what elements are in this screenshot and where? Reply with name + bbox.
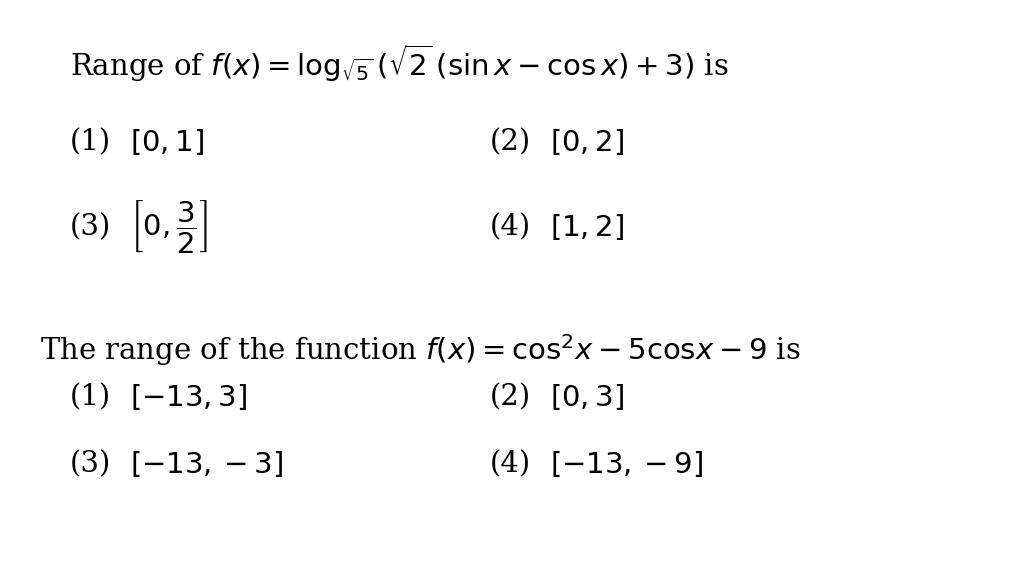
Text: The range of the function $f(x) = \cos^2\!x - 5\mathrm{cos}x - 9$ is: The range of the function $f(x) = \cos^2… [40, 332, 801, 368]
Text: (4): (4) [490, 213, 531, 241]
Text: Range of $f(x) = \log_{\sqrt{5}} (\sqrt{2}\,(\sin x - \cos x) + 3)$ is: Range of $f(x) = \log_{\sqrt{5}} (\sqrt{… [70, 42, 728, 84]
Text: $[1, 2]$: $[1, 2]$ [550, 212, 625, 242]
Text: (1): (1) [70, 383, 112, 411]
Text: (4): (4) [490, 450, 531, 478]
Text: $\left[0,\dfrac{3}{2}\right]$: $\left[0,\dfrac{3}{2}\right]$ [130, 198, 208, 255]
Text: (3): (3) [70, 450, 112, 478]
Text: (2): (2) [490, 128, 531, 156]
Text: $[-13, -3]$: $[-13, -3]$ [130, 449, 283, 479]
Text: (2): (2) [490, 383, 531, 411]
Text: $[-13, -9]$: $[-13, -9]$ [550, 449, 702, 479]
Text: (3): (3) [70, 213, 112, 241]
Text: (1): (1) [70, 128, 112, 156]
Text: $[0, 3]$: $[0, 3]$ [550, 382, 625, 412]
Text: $[0, 1]$: $[0, 1]$ [130, 127, 204, 157]
Text: $[-13, 3]$: $[-13, 3]$ [130, 382, 247, 412]
Text: $[0, 2]$: $[0, 2]$ [550, 127, 625, 157]
